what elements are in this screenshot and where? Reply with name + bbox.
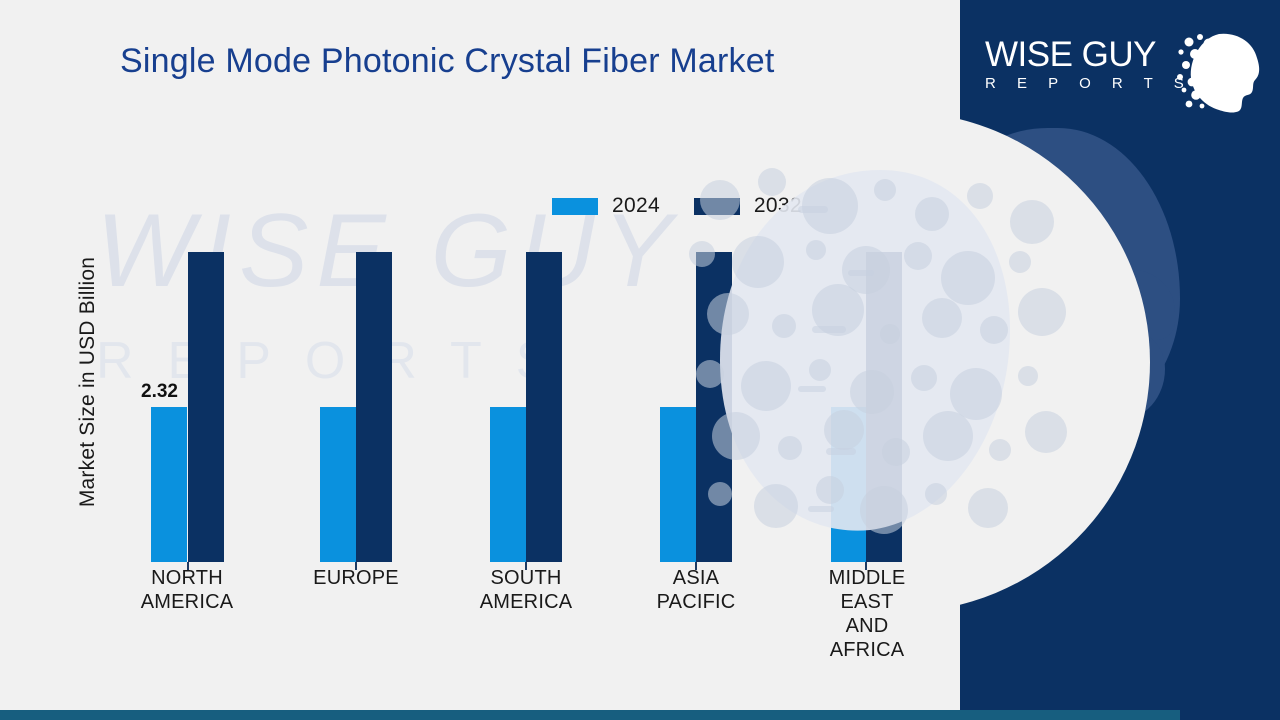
- x-axis-category-labels: NORTH AMERICA EUROPE SOUTH AMERICA ASIA PACIFI…: [110, 566, 920, 686]
- legend-item-2024[interactable]: 2024: [552, 194, 660, 218]
- bar-2024[interactable]: [151, 407, 187, 562]
- brain-dots-decoration: [689, 168, 1067, 534]
- bottom-accent-strip: [0, 710, 1180, 720]
- x-axis-label-2: SOUTH AMERICA: [466, 566, 586, 614]
- x-axis-label-line: AND: [845, 615, 889, 637]
- brand-logo-wordmark: WISE GUY: [985, 35, 1157, 74]
- brand-logo-subtitle: R E P O R T S: [985, 75, 1193, 92]
- x-axis-tick: [695, 562, 697, 570]
- bar-value-label: 2.32: [141, 381, 178, 402]
- x-axis-label-line: AMERICA: [140, 591, 234, 613]
- x-axis-label-line: MIDDLE: [828, 567, 906, 589]
- brand-logo[interactable]: WISE GUY R E P O R T S: [985, 33, 1265, 116]
- x-axis-label-4: MIDDLE EAST AND AFRICA: [807, 566, 927, 662]
- x-axis-label-line: AFRICA: [829, 639, 905, 661]
- x-axis-label-line: EUROPE: [313, 567, 399, 589]
- x-axis-tick: [355, 562, 357, 570]
- x-axis-label-line: SOUTH: [490, 567, 562, 589]
- x-axis-label-line: PACIFIC: [656, 591, 736, 613]
- bar-2032[interactable]: [526, 252, 562, 562]
- x-axis-label-line: NORTH: [151, 567, 223, 589]
- x-axis-label-1: EUROPE: [296, 566, 416, 590]
- bar-2032[interactable]: [356, 252, 392, 562]
- page-title: Single Mode Photonic Crystal Fiber Marke…: [120, 42, 775, 80]
- bar-2024[interactable]: [490, 407, 526, 562]
- bar-2032[interactable]: [188, 252, 224, 562]
- x-axis-label-3: ASIA PACIFIC: [636, 566, 756, 614]
- x-axis-label-0: NORTH AMERICA: [127, 566, 247, 614]
- x-axis-label-line: AMERICA: [479, 591, 573, 613]
- bar-2024[interactable]: [660, 407, 696, 562]
- x-axis-label-line: EAST: [840, 591, 894, 613]
- x-axis-label-line: ASIA: [672, 567, 720, 589]
- x-axis-tick: [525, 562, 527, 570]
- dotted-head-profile-icon: [1177, 33, 1260, 113]
- legend-swatch-2024: [552, 197, 598, 215]
- x-axis-tick: [187, 562, 189, 570]
- legend-label-2024: 2024: [612, 194, 660, 217]
- x-axis-tick: [865, 562, 867, 570]
- bar-2024[interactable]: [320, 407, 356, 562]
- y-axis-label: Market Size in USD Billion: [76, 256, 99, 508]
